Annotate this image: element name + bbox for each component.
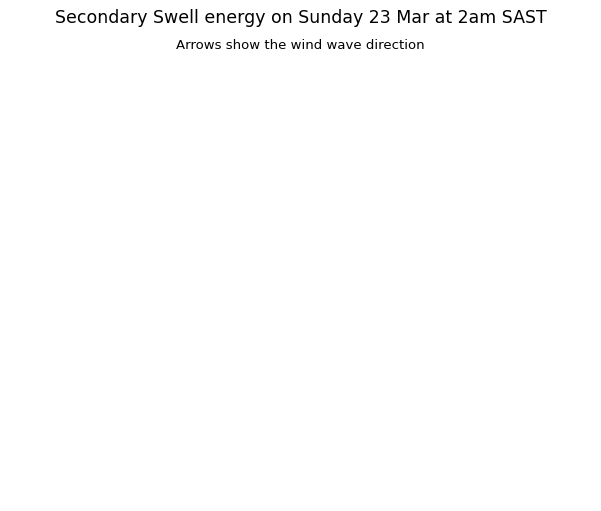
Text: Secondary Swell energy on Sunday 23 Mar at 2am SAST: Secondary Swell energy on Sunday 23 Mar … <box>55 9 546 27</box>
Text: Install cartopy for map rendering: Install cartopy for map rendering <box>186 278 415 292</box>
Text: Arrows show the wind wave direction: Arrows show the wind wave direction <box>176 39 425 52</box>
